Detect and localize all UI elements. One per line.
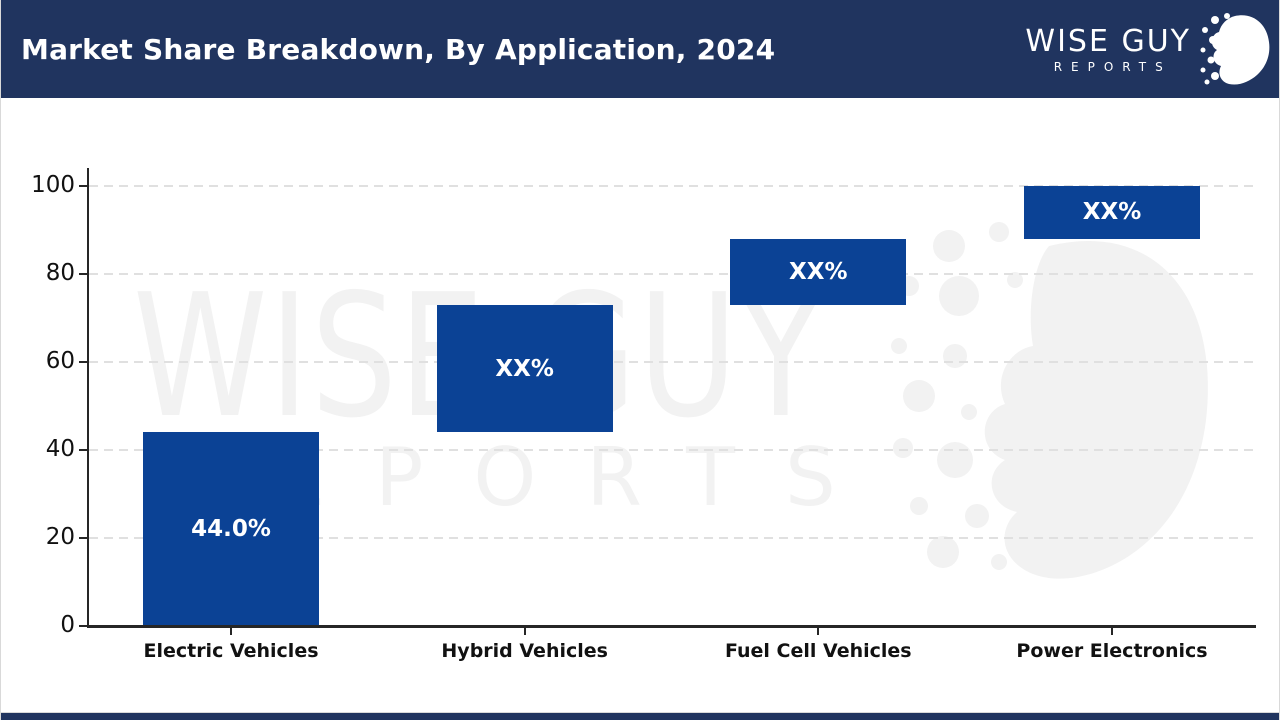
bar-value-label: XX% xyxy=(1082,199,1142,226)
bar-value-label: XX% xyxy=(789,258,848,285)
wise-guy-reports-logo: WISE GUY REPORTS xyxy=(1025,12,1273,88)
gridline xyxy=(89,273,1256,275)
y-axis-tick xyxy=(79,185,87,187)
y-axis-tick-label: 40 xyxy=(45,436,75,462)
bar: XX% xyxy=(730,238,907,305)
category-label: Electric Vehicles xyxy=(143,640,319,662)
bar-value-label: 44.0% xyxy=(191,516,271,543)
x-axis-spine xyxy=(87,625,1256,628)
y-axis-tick xyxy=(79,361,87,363)
gridline xyxy=(89,449,1256,451)
bottom-border-line xyxy=(1,712,1279,713)
x-axis-tick xyxy=(523,628,526,635)
y-axis-tick-label: 80 xyxy=(45,260,75,286)
gridline xyxy=(89,185,1256,187)
footer-accent-strip xyxy=(1,713,1279,720)
y-axis-spine xyxy=(87,168,89,628)
category-label: Power Electronics xyxy=(1016,640,1208,662)
bar: XX% xyxy=(436,304,613,433)
y-axis-tick-label: 60 xyxy=(45,348,75,374)
gridline xyxy=(89,537,1256,539)
x-axis-tick xyxy=(230,628,232,635)
header-bar: Market Share Breakdown, By Application, … xyxy=(1,0,1279,98)
chart-plot-area: 0 20 40 60 80 100 44.0% XX% XX% XX% Electric Vehic… xyxy=(1,98,1279,713)
x-axis-tick xyxy=(1111,628,1113,635)
page-title: Market Share Breakdown, By Application, … xyxy=(21,32,776,66)
category-label: Hybrid Vehicles xyxy=(441,640,608,662)
y-axis-tick-label: 100 xyxy=(31,172,75,198)
y-axis-tick xyxy=(79,625,87,627)
watermark-dotted-head-icon xyxy=(891,222,1208,579)
logo-dotted-head-icon xyxy=(1200,13,1270,85)
logo-wordmark: WISE GUY REPORTS xyxy=(1025,26,1191,74)
category-label: Fuel Cell Vehicles xyxy=(724,640,912,662)
y-axis-tick-label: 20 xyxy=(45,524,75,550)
y-axis-tick-label: 0 xyxy=(60,612,75,638)
y-axis-tick xyxy=(79,537,87,539)
logo-line2: REPORTS xyxy=(1053,59,1172,74)
bar: 44.0% xyxy=(143,432,319,626)
gridline xyxy=(89,361,1256,363)
bar-value-label: XX% xyxy=(495,355,554,382)
x-axis-tick xyxy=(817,628,820,635)
y-axis-tick xyxy=(79,449,87,451)
logo-line1: WISE GUY xyxy=(1025,24,1191,60)
bar: XX% xyxy=(1024,186,1200,239)
y-axis-tick xyxy=(79,273,87,275)
